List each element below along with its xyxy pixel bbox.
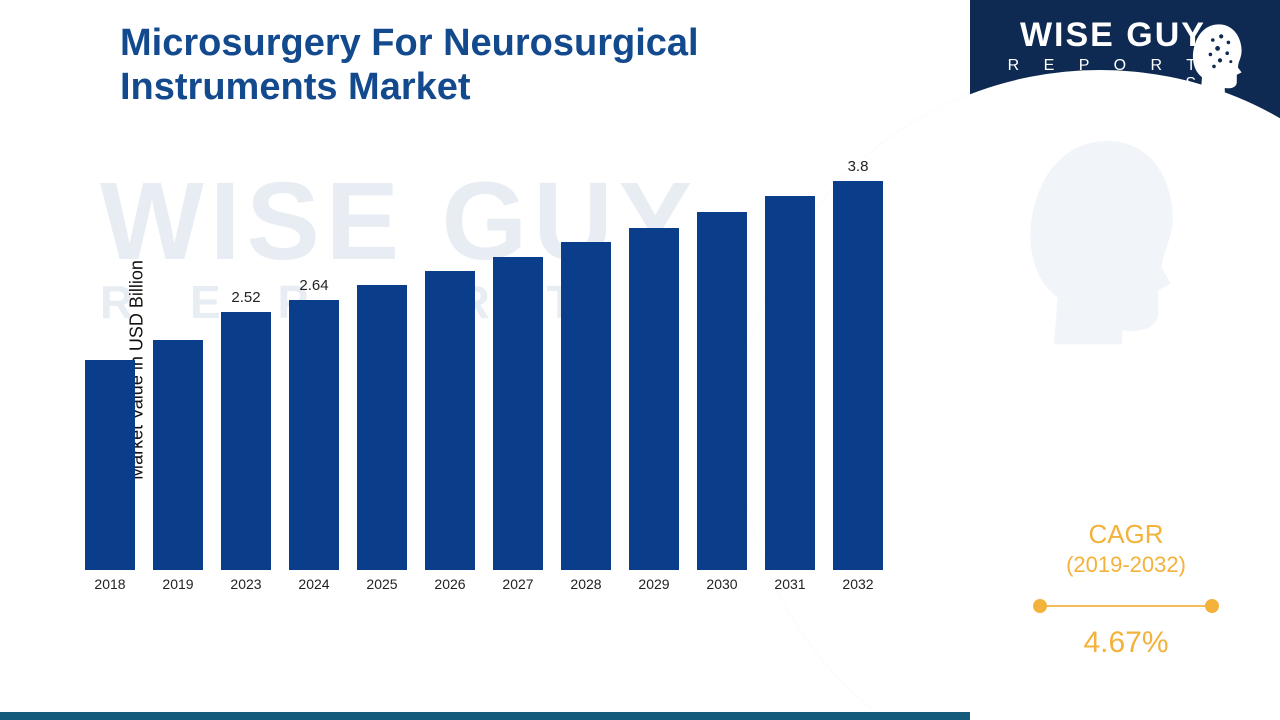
- bar-track: [629, 140, 679, 570]
- bar-track: [153, 140, 203, 570]
- bar: [425, 271, 475, 570]
- chart-title: Microsurgery For Neurosurgical Instrumen…: [120, 22, 820, 109]
- x-tick-label: 2025: [366, 576, 397, 592]
- bar-value-label: 2.52: [231, 289, 260, 306]
- bar: [833, 181, 883, 570]
- bar: [221, 312, 271, 570]
- bar: [493, 257, 543, 570]
- cagr-panel: CAGR (2019-2032) 4.67%: [1006, 519, 1246, 660]
- bar: [289, 300, 339, 570]
- bar-track: [425, 140, 475, 570]
- x-axis: 2018 2019 2023 2024 2025 2026 2027 2028 2029 2030…: [85, 570, 883, 600]
- bar: [765, 196, 815, 570]
- bar: [629, 228, 679, 570]
- x-tick-label: 2029: [638, 576, 669, 592]
- x-tick-label: 2018: [94, 576, 125, 592]
- bar-track: [765, 140, 815, 570]
- x-tick-label: 2026: [434, 576, 465, 592]
- bar: [561, 242, 611, 570]
- x-tick-label: 2028: [570, 576, 601, 592]
- bar: [85, 360, 135, 570]
- bar: [153, 340, 203, 570]
- logo-line2: R E P O R T S: [996, 57, 1206, 93]
- cagr-divider: [1036, 596, 1216, 616]
- bar-track: 2.52: [221, 140, 271, 570]
- bottom-accent-strip: [0, 712, 970, 720]
- bar-value-label: 3.8: [848, 158, 869, 175]
- x-tick-label: 2031: [774, 576, 805, 592]
- logo-line1: WISE GUY: [1020, 16, 1206, 55]
- x-tick-label: 2030: [706, 576, 737, 592]
- bar-track: [85, 140, 135, 570]
- x-tick-label: 2023: [230, 576, 261, 592]
- dot-icon: [1033, 599, 1047, 613]
- bar-track: 2.64: [289, 140, 339, 570]
- infographic-stage: WISE GUY R E P O R T S Microsurgery For …: [0, 0, 1280, 720]
- x-tick-label: 2019: [162, 576, 193, 592]
- cagr-range: (2019-2032): [1006, 552, 1246, 578]
- logo-head-icon: [1184, 22, 1244, 94]
- bar-track: [357, 140, 407, 570]
- bar-value-label: 2.64: [299, 277, 328, 294]
- bar: [357, 285, 407, 570]
- bar: [697, 212, 747, 570]
- plot-area: 2.52 2.64 3.8: [85, 140, 883, 570]
- bar-track: 3.8: [833, 140, 883, 570]
- cagr-title: CAGR: [1006, 519, 1246, 550]
- dot-icon: [1205, 599, 1219, 613]
- bar-track: [493, 140, 543, 570]
- bar-chart: Market Value in USD Billion 2.522.643.8 …: [85, 140, 915, 600]
- x-tick-label: 2032: [842, 576, 873, 592]
- bar-track: [561, 140, 611, 570]
- brand-logo: WISE GUY R E P O R T S: [996, 16, 1256, 93]
- x-tick-label: 2027: [502, 576, 533, 592]
- bar-track: [697, 140, 747, 570]
- cagr-value: 4.67%: [1006, 626, 1246, 660]
- x-tick-label: 2024: [298, 576, 329, 592]
